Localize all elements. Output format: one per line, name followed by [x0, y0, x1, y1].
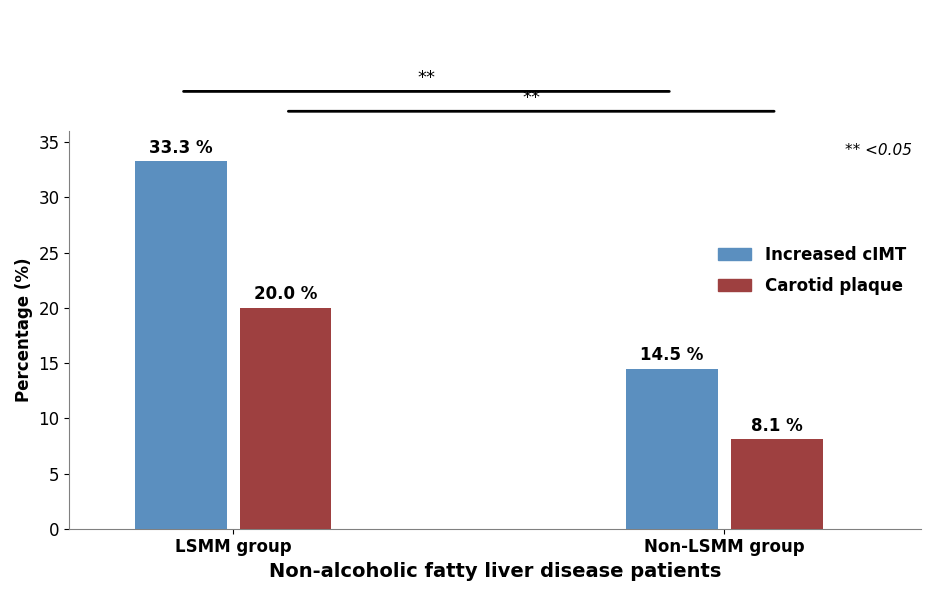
Y-axis label: Percentage (%): Percentage (%) — [15, 257, 33, 402]
Text: 14.5 %: 14.5 % — [640, 346, 704, 364]
Text: 8.1 %: 8.1 % — [751, 417, 803, 435]
X-axis label: Non-alcoholic fatty liver disease patients: Non-alcoholic fatty liver disease patien… — [269, 562, 722, 581]
Legend: Increased cIMT, Carotid plaque: Increased cIMT, Carotid plaque — [711, 239, 913, 302]
Bar — [135, 161, 227, 529]
Text: **: ** — [522, 89, 540, 107]
Bar — [626, 368, 718, 529]
Text: 33.3 %: 33.3 % — [149, 138, 212, 157]
Bar — [731, 439, 823, 529]
Text: 20.0 %: 20.0 % — [254, 285, 317, 303]
Text: ** <0.05: ** <0.05 — [845, 143, 913, 158]
Text: **: ** — [417, 69, 435, 88]
Bar — [240, 308, 331, 529]
